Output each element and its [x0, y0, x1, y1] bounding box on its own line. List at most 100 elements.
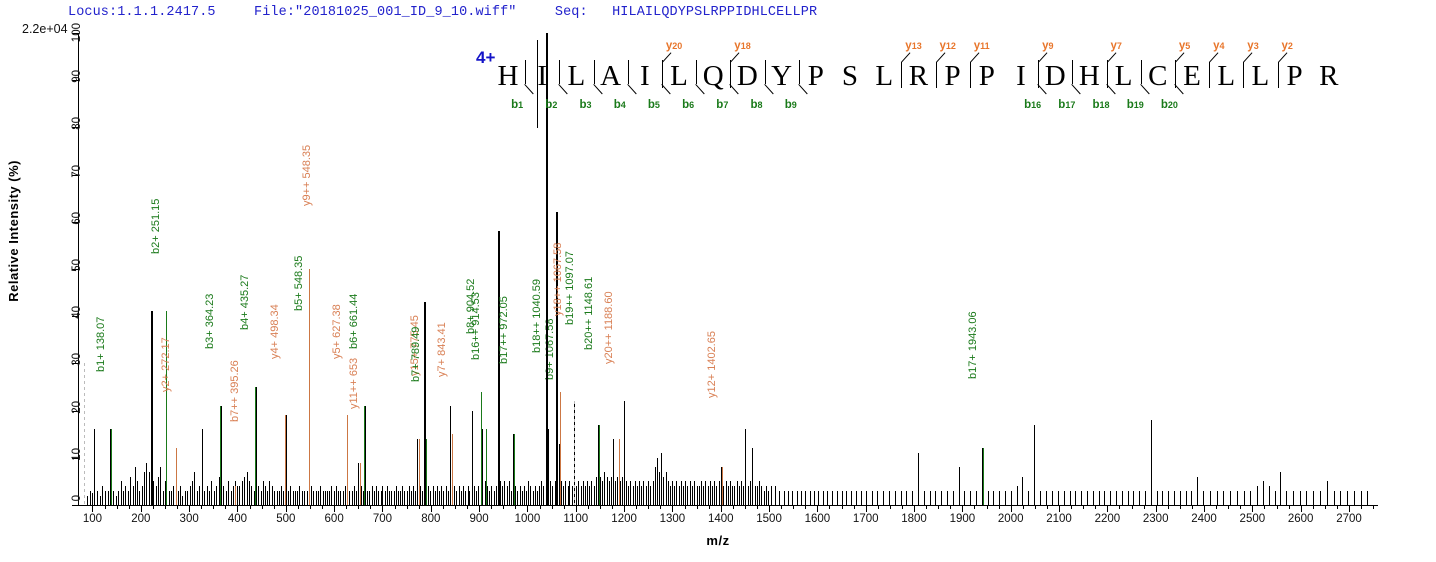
- spectrum-peak: [641, 486, 643, 505]
- spectrum-peak: [380, 490, 382, 505]
- b-ion-diagonal: [524, 84, 534, 95]
- spectrum-peak: [595, 476, 597, 505]
- annotated-peak-y-ion: [722, 467, 724, 505]
- spectrum-peak: [952, 490, 954, 505]
- spectrum-peak: [274, 490, 276, 505]
- annotated-peak-b-ion: [220, 405, 222, 505]
- spectrum-peak: [246, 471, 248, 505]
- spectrum-peak: [766, 486, 768, 505]
- x-axis-tick-minor: [394, 505, 396, 509]
- x-axis-tick-minor: [684, 505, 686, 509]
- y-axis-tick: [72, 457, 78, 459]
- y-ion-tick: [1106, 62, 1108, 88]
- spectrum-peak: [656, 457, 658, 505]
- spectrum-peak: [756, 486, 758, 505]
- peak-annotation-label: b3+ 364.23: [204, 293, 217, 349]
- y-ion-label: y12: [939, 40, 956, 52]
- x-axis-tick-minor: [491, 505, 493, 509]
- spectrum-peak: [279, 490, 281, 505]
- spectrum-peak: [1121, 490, 1123, 505]
- spectrum-peak: [827, 490, 829, 505]
- spectrum-peak: [338, 490, 339, 505]
- spectrum-peak: [211, 481, 213, 505]
- y-ion-tick: [935, 62, 937, 88]
- spectrum-peak: [486, 486, 488, 505]
- spectrum-peak: [1156, 490, 1158, 505]
- y-axis-tick-label: 50: [71, 259, 83, 272]
- spectrum-peak: [283, 490, 285, 505]
- annotated-peak-y-ion: [451, 434, 453, 505]
- y-axis-tick: [72, 363, 78, 365]
- x-axis-tick-minor: [1143, 505, 1145, 509]
- x-axis-tick-major: [189, 505, 191, 512]
- spectrum-peak: [460, 490, 462, 505]
- spectrum-peak: [517, 490, 519, 505]
- y-ion-label: y3: [1247, 40, 1259, 52]
- spectrum-peak: [155, 486, 157, 505]
- x-axis-tick-minor: [998, 505, 1000, 509]
- spectrum-peak: [567, 486, 569, 505]
- spectrum-peak: [851, 490, 853, 505]
- b-ion-label: b18: [1092, 99, 1110, 111]
- spectrum-peak: [424, 302, 427, 505]
- y-ion-label: y7: [1110, 40, 1122, 52]
- spectrum-peak: [743, 486, 745, 505]
- sequence-residue: Q: [702, 60, 724, 92]
- x-axis-tick-major: [672, 505, 674, 512]
- spectrum-peak: [586, 481, 588, 505]
- spectrum-peak: [267, 490, 269, 505]
- x-axis-tick-major: [527, 505, 529, 512]
- x-axis-tick-label: 400: [227, 513, 248, 525]
- y-ion-tick: [1277, 62, 1279, 88]
- x-axis-tick-major: [92, 505, 94, 512]
- spectrum-peak: [1098, 490, 1100, 505]
- spectrum-peak: [412, 486, 414, 505]
- spectrum-peak: [458, 486, 460, 505]
- sequence-residue: L: [1114, 60, 1133, 92]
- peak-annotation-label: y5+ 627.38: [331, 303, 344, 359]
- spectrum-peak: [935, 490, 937, 505]
- x-axis-tick-label: 200: [131, 513, 151, 525]
- spectrum-peak: [1353, 490, 1355, 505]
- spectrum-peak: [999, 490, 1001, 505]
- b-ion-label: b8: [750, 99, 763, 111]
- spectrum-peak: [556, 212, 559, 505]
- x-axis-tick-minor: [563, 505, 565, 509]
- spectrum-peak: [626, 481, 628, 505]
- x-axis-tick-minor: [938, 505, 940, 509]
- spectrum-peak: [173, 486, 175, 505]
- spectrum-peak: [573, 401, 575, 505]
- x-axis-tick-major: [430, 505, 432, 512]
- annotated-peak-y-ion: [560, 391, 562, 505]
- spectrum-peak: [814, 490, 816, 505]
- x-axis-tick-label: 1300: [659, 513, 686, 525]
- y-axis-tick: [72, 269, 78, 270]
- spectrum-peak: [530, 486, 532, 505]
- y-ion-tick: [1038, 62, 1040, 88]
- spectrum-peak: [373, 490, 375, 505]
- spectrum-peak: [184, 490, 186, 505]
- spectrum-peak: [792, 490, 794, 505]
- x-axis-tick-minor: [986, 505, 988, 509]
- spectrum-peak: [912, 490, 914, 505]
- spectrum-peak: [981, 448, 983, 505]
- spectrum-peak: [606, 476, 608, 505]
- x-axis-tick-minor: [1046, 505, 1048, 509]
- peak-annotation-label: y18++ 1067.58: [552, 242, 565, 317]
- spectrum-peak: [251, 486, 253, 505]
- spectrum-peak: [236, 486, 238, 505]
- spectrum-peak: [1116, 490, 1118, 505]
- spectrum-peak: [508, 481, 510, 505]
- spectrum-peak: [1243, 490, 1245, 505]
- spectrum-peak: [608, 481, 610, 505]
- y-ion-diagonal: [1277, 52, 1287, 63]
- spectrum-peak: [397, 490, 399, 505]
- x-axis-tick-minor: [599, 505, 601, 509]
- b-ion-tick: [696, 60, 698, 84]
- spectrum-peak: [714, 481, 716, 505]
- x-axis-tick-minor: [744, 505, 746, 509]
- spectrum-peak: [604, 471, 606, 505]
- sequence-residue: A: [600, 60, 622, 92]
- spectrum-peak: [710, 481, 712, 505]
- b-ion-label: b7: [716, 99, 729, 111]
